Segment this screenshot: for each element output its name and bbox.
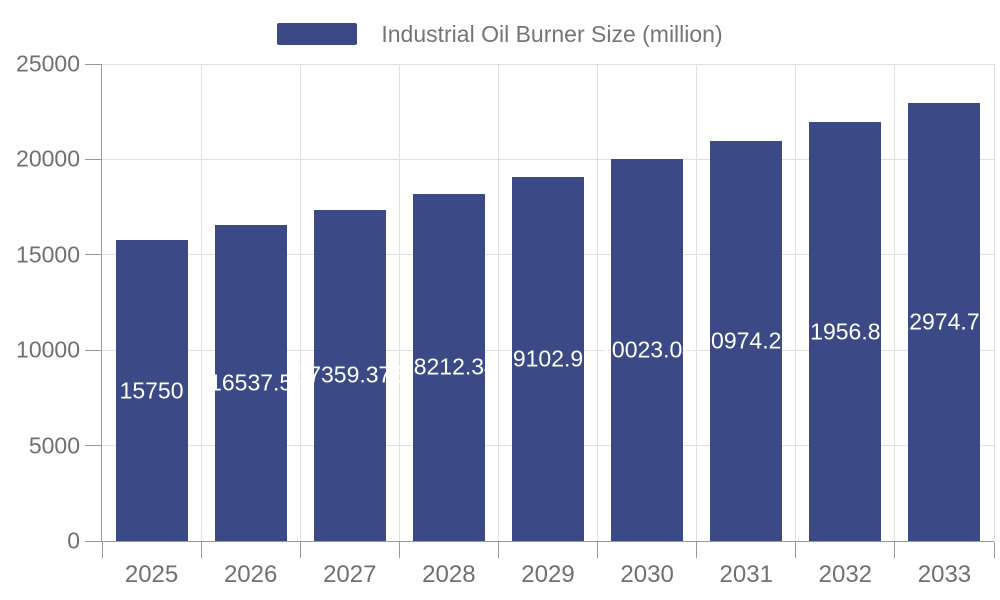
x-axis-line (85, 541, 994, 542)
x-axis-category-label: 2026 (223, 561, 278, 588)
y-axis-tick-label: 20000 (16, 145, 80, 172)
gridline-vertical (993, 64, 995, 541)
y-axis-tick-label: 0 (67, 527, 80, 554)
x-axis-tick (894, 542, 896, 558)
bar-2033[interactable] (908, 102, 981, 541)
gridline-vertical (795, 64, 797, 541)
x-axis-category-label: 2025 (124, 561, 179, 588)
y-axis-tick-label: 5000 (28, 432, 80, 459)
bar-2028[interactable] (412, 193, 485, 541)
legend[interactable]: Industrial Oil Burner Size (million) (0, 21, 1000, 47)
x-axis-category-label: 2028 (422, 561, 476, 588)
bar-2030[interactable] (611, 158, 684, 541)
x-axis-category-label: 2031 (719, 561, 773, 588)
x-axis-tick (597, 542, 599, 558)
y-axis-tick-label: 25000 (16, 50, 80, 77)
x-axis-tick (795, 542, 797, 558)
y-axis-tick (85, 445, 101, 447)
gridline-horizontal (102, 158, 994, 160)
x-axis-tick (398, 542, 400, 558)
gridline-horizontal (102, 63, 994, 65)
x-axis-tick (696, 542, 698, 558)
bar-2027[interactable] (313, 209, 386, 541)
x-axis-tick (200, 542, 202, 558)
bar-2025[interactable] (115, 240, 188, 541)
y-axis-tick (85, 254, 101, 256)
gridline-vertical (696, 64, 698, 541)
bar-2032[interactable] (809, 122, 882, 541)
legend-swatch (277, 23, 358, 45)
x-axis-tick (993, 542, 995, 558)
y-axis-tick (85, 158, 101, 160)
y-axis-tick (85, 540, 101, 542)
gridline-vertical (200, 64, 202, 541)
y-axis-tick (85, 63, 101, 65)
gridline-vertical (497, 64, 499, 541)
x-axis-category-label: 2027 (323, 561, 377, 588)
x-axis-tick (101, 542, 103, 558)
x-axis-tick (299, 542, 301, 558)
gridline-vertical (597, 64, 599, 541)
bar-2031[interactable] (710, 140, 783, 541)
x-axis-category-label: 2032 (818, 561, 873, 588)
bar-2029[interactable] (512, 176, 584, 541)
y-axis-tick (85, 349, 101, 351)
gridline-vertical (398, 64, 400, 541)
bar-2026[interactable] (214, 225, 287, 541)
gridline-vertical (894, 64, 896, 541)
x-axis-category-label: 2030 (620, 561, 674, 588)
y-axis-line (101, 64, 102, 542)
legend-label: Industrial Oil Burner Size (million) (381, 20, 723, 47)
y-axis-tick-label: 10000 (16, 336, 80, 363)
gridline-vertical (299, 64, 301, 541)
x-axis-category-label: 2033 (917, 561, 972, 588)
x-axis-tick (497, 542, 499, 558)
x-axis-category-label: 2029 (521, 561, 575, 588)
y-axis-tick-label: 15000 (16, 241, 80, 268)
